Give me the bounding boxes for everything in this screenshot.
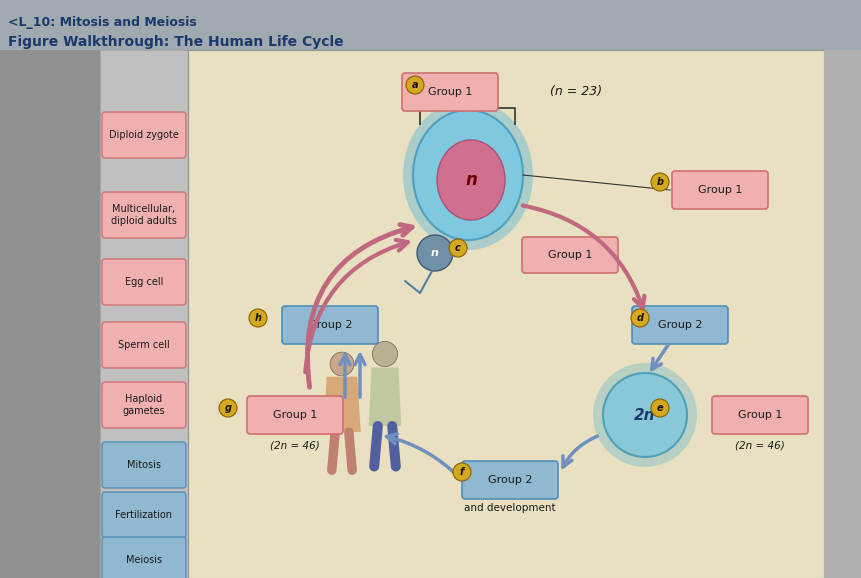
- Text: h: h: [254, 313, 261, 323]
- FancyBboxPatch shape: [823, 50, 861, 578]
- FancyBboxPatch shape: [711, 396, 807, 434]
- Text: <L_10: Mitosis and Meiosis: <L_10: Mitosis and Meiosis: [8, 16, 196, 29]
- Text: Group 1: Group 1: [272, 410, 317, 420]
- Circle shape: [650, 399, 668, 417]
- Text: b: b: [656, 177, 663, 187]
- FancyBboxPatch shape: [102, 492, 186, 538]
- FancyBboxPatch shape: [102, 192, 186, 238]
- Text: (2n = 46): (2n = 46): [269, 440, 319, 450]
- Text: Egg cell: Egg cell: [125, 277, 163, 287]
- Text: Group 1: Group 1: [548, 250, 592, 260]
- Circle shape: [603, 373, 686, 457]
- FancyBboxPatch shape: [247, 396, 343, 434]
- Text: (n = 23): (n = 23): [549, 86, 602, 98]
- FancyBboxPatch shape: [461, 461, 557, 499]
- Text: n: n: [465, 171, 476, 189]
- Text: (2n = 46): (2n = 46): [734, 440, 784, 450]
- Ellipse shape: [403, 100, 532, 250]
- Circle shape: [372, 342, 397, 366]
- FancyBboxPatch shape: [102, 112, 186, 158]
- Text: Group 1: Group 1: [737, 410, 781, 420]
- FancyBboxPatch shape: [631, 306, 728, 344]
- Circle shape: [406, 76, 424, 94]
- Text: d: d: [635, 313, 643, 323]
- Text: g: g: [224, 403, 232, 413]
- Text: and development: and development: [464, 503, 555, 513]
- Text: Figure Walkthrough: The Human Life Cycle: Figure Walkthrough: The Human Life Cycle: [8, 35, 344, 49]
- Circle shape: [249, 309, 267, 327]
- Text: Sperm cell: Sperm cell: [118, 340, 170, 350]
- Text: n: n: [430, 248, 438, 258]
- FancyBboxPatch shape: [100, 50, 188, 578]
- FancyBboxPatch shape: [102, 322, 186, 368]
- Polygon shape: [369, 368, 400, 426]
- FancyBboxPatch shape: [102, 382, 186, 428]
- Ellipse shape: [437, 140, 505, 220]
- FancyBboxPatch shape: [672, 171, 767, 209]
- Circle shape: [330, 352, 354, 376]
- Text: Fertilization: Fertilization: [115, 510, 172, 520]
- Circle shape: [453, 463, 470, 481]
- Text: e: e: [656, 403, 663, 413]
- FancyBboxPatch shape: [0, 50, 100, 578]
- FancyBboxPatch shape: [102, 259, 186, 305]
- Text: 2n: 2n: [634, 407, 655, 423]
- Text: Group 1: Group 1: [697, 185, 741, 195]
- Circle shape: [449, 239, 467, 257]
- Text: Diploid zygote: Diploid zygote: [109, 130, 179, 140]
- Text: a: a: [412, 80, 418, 90]
- Text: c: c: [455, 243, 461, 253]
- Circle shape: [650, 173, 668, 191]
- Polygon shape: [323, 377, 360, 432]
- FancyBboxPatch shape: [102, 442, 186, 488]
- Circle shape: [630, 309, 648, 327]
- Text: Haploid
gametes: Haploid gametes: [122, 394, 165, 416]
- Circle shape: [592, 363, 697, 467]
- Ellipse shape: [412, 110, 523, 240]
- Text: Multicellular,
diploid adults: Multicellular, diploid adults: [111, 204, 177, 226]
- Text: Group 2: Group 2: [487, 475, 531, 485]
- Text: Group 2: Group 2: [657, 320, 702, 330]
- Text: Group 1: Group 1: [427, 87, 472, 97]
- FancyBboxPatch shape: [102, 537, 186, 578]
- Text: Mitosis: Mitosis: [127, 460, 161, 470]
- Circle shape: [219, 399, 237, 417]
- FancyBboxPatch shape: [188, 50, 823, 578]
- Text: f: f: [459, 467, 463, 477]
- FancyBboxPatch shape: [522, 237, 617, 273]
- FancyBboxPatch shape: [282, 306, 378, 344]
- FancyBboxPatch shape: [401, 73, 498, 111]
- Text: Group 2: Group 2: [307, 320, 352, 330]
- Text: Meiosis: Meiosis: [126, 555, 162, 565]
- Circle shape: [417, 235, 453, 271]
